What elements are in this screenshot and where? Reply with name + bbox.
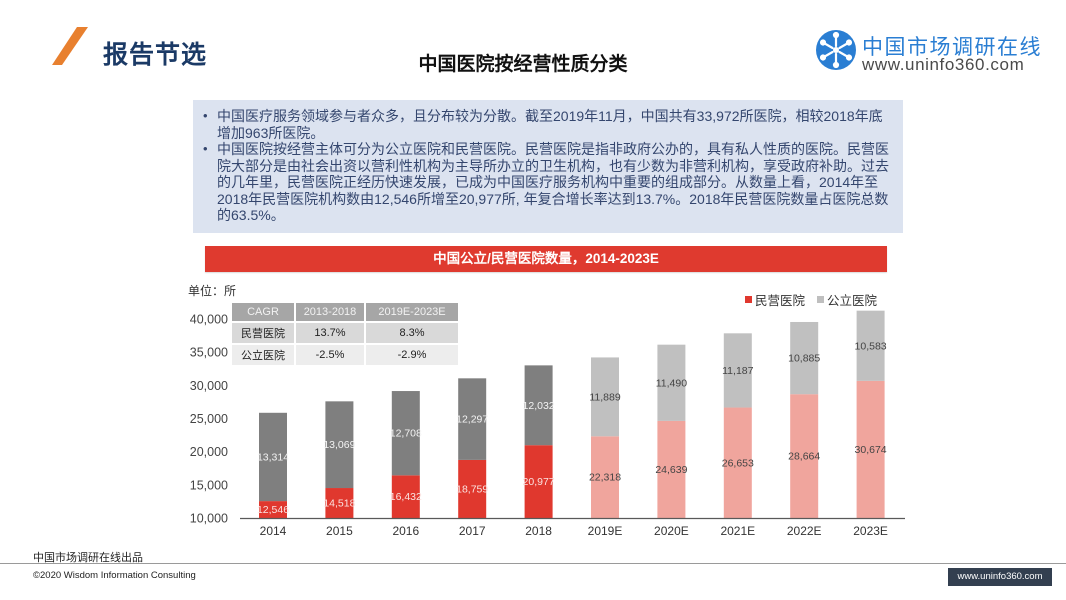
bar-label-public: 12,297 [456, 414, 488, 426]
info-box: • 中国医疗服务领域参与者众多，且分布较为分散。截至2019年11月，中国共有3… [193, 100, 903, 233]
bar-label-public: 12,708 [390, 428, 422, 440]
bar-label-private: 14,518 [323, 498, 355, 510]
cagr-header-cell: 2013-2018 [295, 303, 366, 323]
bar-private-2014 [259, 501, 287, 518]
y-tick-label: 25,000 [190, 412, 228, 426]
info-bullet-text: 中国医疗服务领域参与者众多，且分布较为分散。截至2019年11月，中国共有33,… [217, 108, 883, 141]
bar-label-private: 22,318 [589, 472, 621, 484]
legend-item-public: 公立医院 [817, 290, 877, 309]
bar-private-2019E [591, 436, 619, 518]
cagr-header-cell: 2019E-2023E [365, 303, 460, 323]
footer-divider [0, 563, 1066, 564]
bar-label-private: 12,546 [257, 504, 289, 516]
y-tick-label: 30,000 [190, 379, 228, 393]
y-tick-label: 35,000 [190, 346, 228, 360]
bar-label-private: 16,432 [390, 491, 422, 503]
y-tick-label: 15,000 [190, 478, 228, 492]
bar-private-2023E [856, 380, 885, 518]
accent-slash-icon [52, 27, 88, 65]
bar-label-public: 11,490 [656, 377, 687, 389]
bar-public-2021E [723, 333, 752, 408]
bar-label-public: 11,889 [589, 391, 620, 403]
bar-private-2016 [391, 475, 420, 518]
bar-label-public: 13,314 [257, 451, 289, 463]
cagr-cell: 8.3% [365, 322, 460, 345]
cagr-row-public: 公立医院 -2.5% -2.9% [232, 344, 460, 367]
bar-public-2017 [458, 378, 487, 460]
bar-public-2020E [657, 344, 686, 421]
chart-legend: 民营医院 公立医院 [745, 290, 889, 309]
cagr-header-cell: CAGR [232, 303, 296, 323]
bar-private-2018 [524, 445, 553, 518]
bullet-icon: • [203, 141, 208, 156]
footer-copyright: ©2020 Wisdom Information Consulting [33, 570, 196, 581]
x-tick-label: 2015 [326, 524, 353, 538]
cagr-cell: 13.7% [295, 322, 366, 345]
legend-label-public: 公立医院 [827, 294, 878, 308]
bar-label-public: 13,069 [323, 439, 355, 451]
cagr-cell: -2.9% [365, 344, 460, 367]
bar-private-2021E [723, 407, 752, 518]
legend-swatch-private [745, 296, 752, 303]
bar-private-2015 [325, 488, 354, 518]
x-tick-label: 2016 [392, 524, 419, 538]
logo-url: www.uninfo360.com [862, 55, 1025, 74]
info-bullet-text: 中国医院按经营主体可分为公立医院和民营医院。民营医院是指非政府公办的，具有私人性… [217, 141, 889, 223]
x-tick-label: 2022E [787, 524, 822, 538]
x-tick-label: 2018 [525, 524, 552, 538]
x-tick-label: 2014 [260, 524, 287, 538]
bar-private-2020E [657, 420, 686, 518]
cagr-header-row: CAGR 2013-2018 2019E-2023E [232, 303, 460, 323]
logo-name: 中国市场调研在线 [862, 36, 1042, 59]
bar-public-2019E [591, 357, 619, 437]
cagr-table: CAGR 2013-2018 2019E-2023E 民营医院 13.7% 8.… [232, 303, 460, 367]
bar-label-private: 28,664 [788, 451, 820, 463]
bar-private-2022E [790, 394, 819, 518]
bar-public-2022E [790, 321, 819, 395]
chart-title-banner: 中国公立/民营医院数量，2014-2023E [205, 246, 887, 272]
footer-brand: 中国市场调研在线出品 [33, 552, 143, 564]
bar-public-2014 [259, 412, 287, 502]
page-title: 中国医院按经营性质分类 [418, 54, 628, 75]
bar-public-2023E [856, 310, 885, 381]
cagr-cell: -2.5% [295, 344, 366, 367]
footer-url-link[interactable]: www.uninfo360.com [948, 568, 1052, 586]
x-tick-label: 2020E [654, 524, 689, 538]
bar-label-public: 12,032 [523, 400, 555, 412]
y-tick-label: 20,000 [190, 445, 228, 459]
info-bullet: • 中国医疗服务领域参与者众多，且分布较为分散。截至2019年11月，中国共有3… [203, 108, 893, 141]
x-tick-label: 2019E [588, 524, 623, 538]
legend-label-private: 民营医院 [755, 294, 806, 308]
legend-swatch-public [817, 296, 825, 303]
y-tick-label: 40,000 [190, 313, 228, 327]
y-tick-label: 10,000 [190, 512, 228, 526]
bullet-icon: • [203, 108, 208, 123]
x-tick-label: 2021E [720, 524, 755, 538]
bar-label-public: 10,885 [788, 353, 820, 365]
bar-label-private: 24,639 [655, 464, 687, 476]
unit-label: 单位：所 [188, 284, 237, 298]
bar-label-private: 30,674 [855, 444, 887, 456]
x-tick-label: 2023E [853, 524, 888, 538]
x-tick-label: 2017 [459, 524, 486, 538]
bar-label-public: 11,187 [722, 365, 753, 377]
stacked-bar-chart: 10,000 15,000 20,000 25,000 30,000 35,000 40,0… [190, 310, 905, 538]
info-bullet: • 中国医院按经营主体可分为公立医院和民营医院。民营医院是指非政府公办的，具有私… [203, 141, 893, 224]
bar-public-2015 [325, 401, 354, 489]
bar-label-private: 18,759 [456, 483, 488, 495]
bar-public-2016 [391, 391, 420, 476]
bar-private-2017 [458, 459, 487, 518]
cagr-cell: 公立医院 [232, 344, 296, 367]
bar-label-private: 20,977 [523, 476, 555, 488]
snowflake-logo-icon [816, 30, 856, 70]
section-title: 报告节选 [103, 41, 208, 69]
cagr-row-private: 民营医院 13.7% 8.3% [232, 322, 460, 345]
legend-item-private: 民营医院 [745, 290, 805, 309]
bar-label-public: 10,583 [855, 340, 887, 352]
cagr-cell: 民营医院 [232, 322, 296, 345]
bar-label-private: 26,653 [722, 457, 754, 469]
bar-public-2018 [524, 365, 553, 446]
